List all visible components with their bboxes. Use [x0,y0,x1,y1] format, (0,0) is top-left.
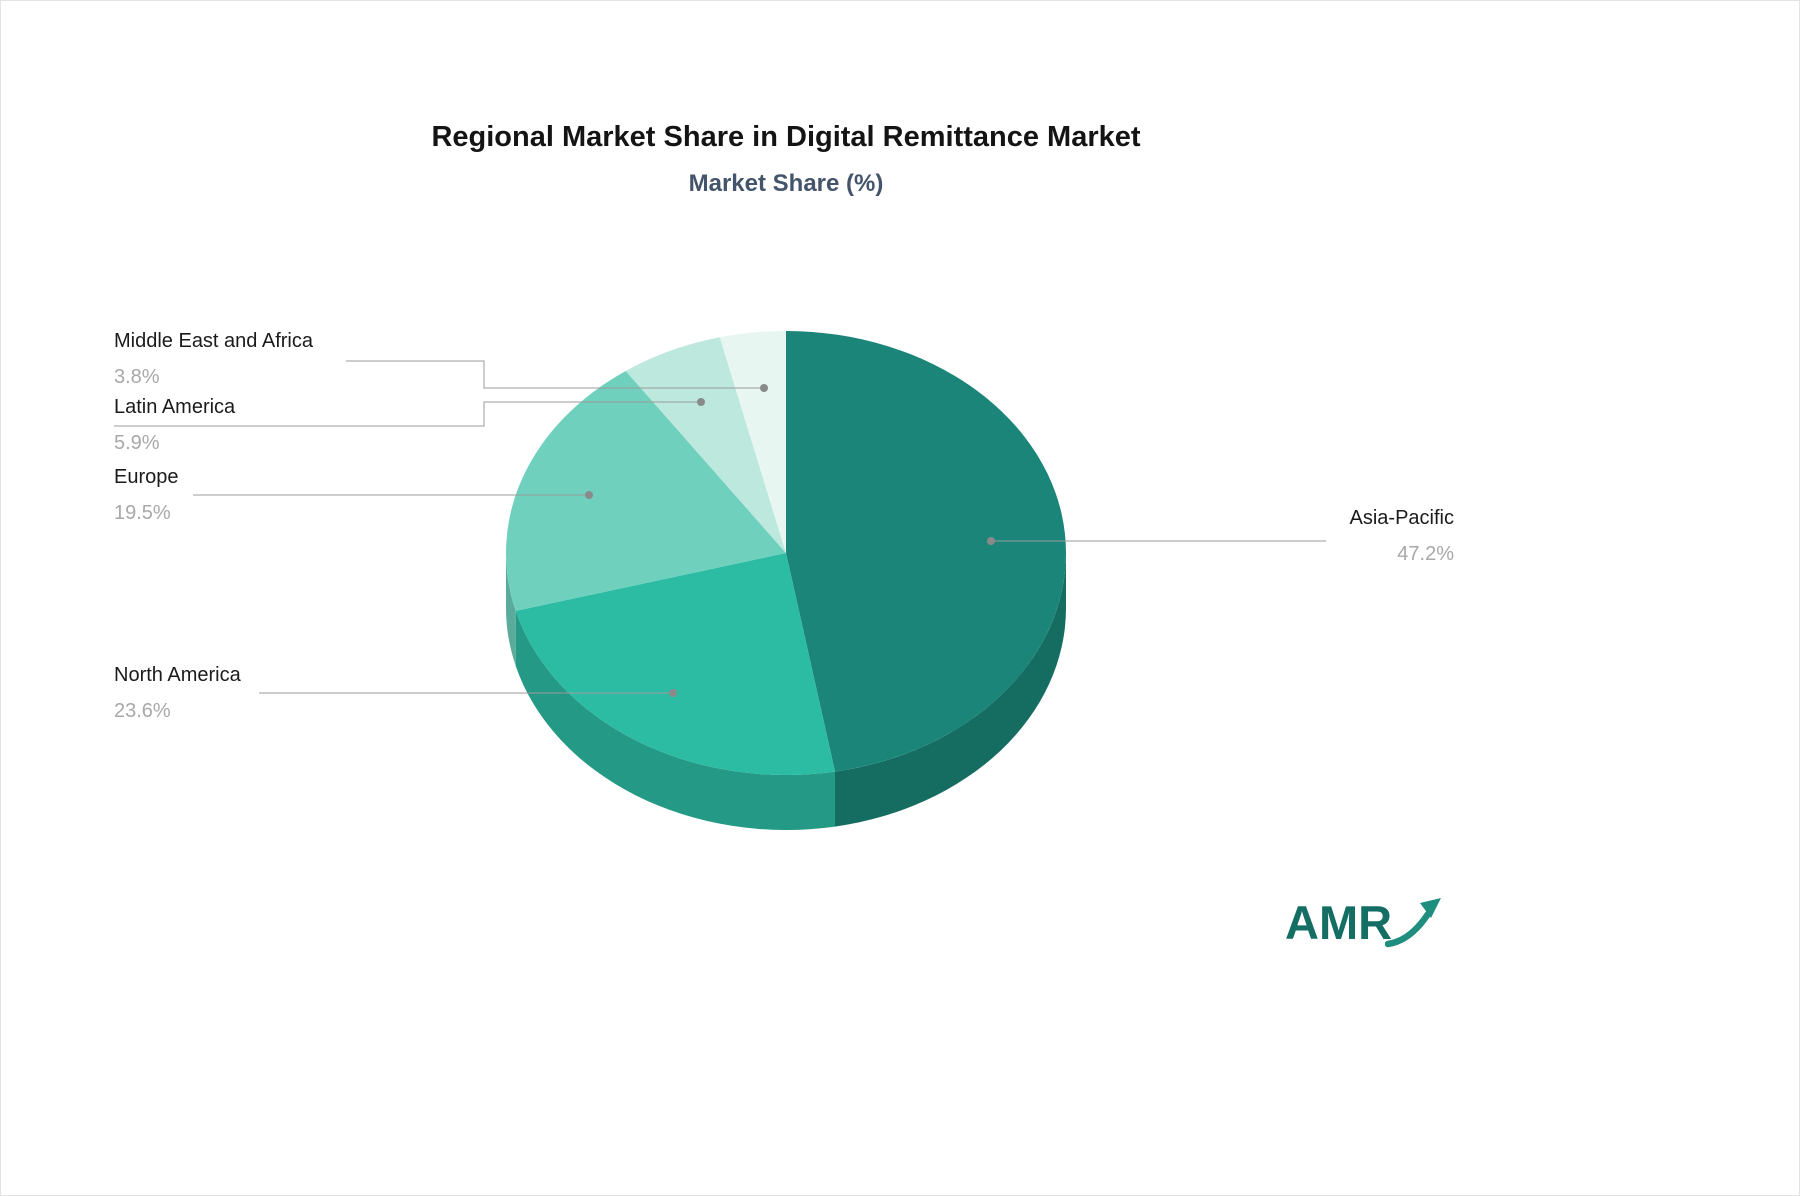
slice-label-asia-pacific: Asia-Pacific 47.2% [1350,507,1454,565]
amr-logo: AMR [1285,897,1445,957]
slice-label-latin-america: Latin America 5.9% [114,396,235,454]
slice-label-middle-east-and-africa: Middle East and Africa 3.8% [114,330,313,388]
pie-slice-latin-america [625,337,786,553]
slice-label-europe: Europe 19.5% [114,466,179,524]
leader-line-latin-america [114,401,701,427]
chart-subtitle: Market Share (%) [688,170,884,197]
slice-label-value: 3.8% [114,366,160,388]
leader-dot-middle-east-and-africa [760,384,768,392]
slice-label-north-america: North America 23.6% [114,664,241,722]
growth-arrow-shaft [1385,910,1432,948]
pie-slice-europe [505,370,786,611]
pie-slice-north-america [515,553,836,776]
slice-label-text: Middle East and Africa [114,330,313,352]
pie-side-north-america [515,610,836,830]
slice-label-value: 47.2% [1397,543,1454,565]
growth-arrow-icon [1385,898,1441,948]
slice-label-text: Europe [114,466,179,488]
slice-label-value: 19.5% [114,502,171,524]
slice-label-value: 23.6% [114,700,171,722]
leader-dot-north-america [669,689,677,697]
slice-label-text: North America [114,664,241,686]
pie-side-europe [506,553,516,666]
leader-dot-europe [585,491,593,499]
leader-dot-asia-pacific [987,537,995,545]
pie-slice-middle-east-and-africa [719,331,786,553]
slice-label-text: Asia-Pacific [1349,507,1454,529]
growth-arrow-head [1420,898,1441,918]
chart-title: Regional Market Share in Digital Remitta… [431,121,1141,153]
pie-slice-asia-pacific [786,331,1067,772]
leader-line-middle-east-and-africa [346,360,764,389]
leader-dot-latin-america [697,398,705,406]
slice-label-value: 5.9% [114,432,160,454]
pie-side-asia-pacific [835,553,1066,827]
amr-logo-text: AMR [1285,896,1393,949]
slice-label-text: Latin America [114,396,236,418]
